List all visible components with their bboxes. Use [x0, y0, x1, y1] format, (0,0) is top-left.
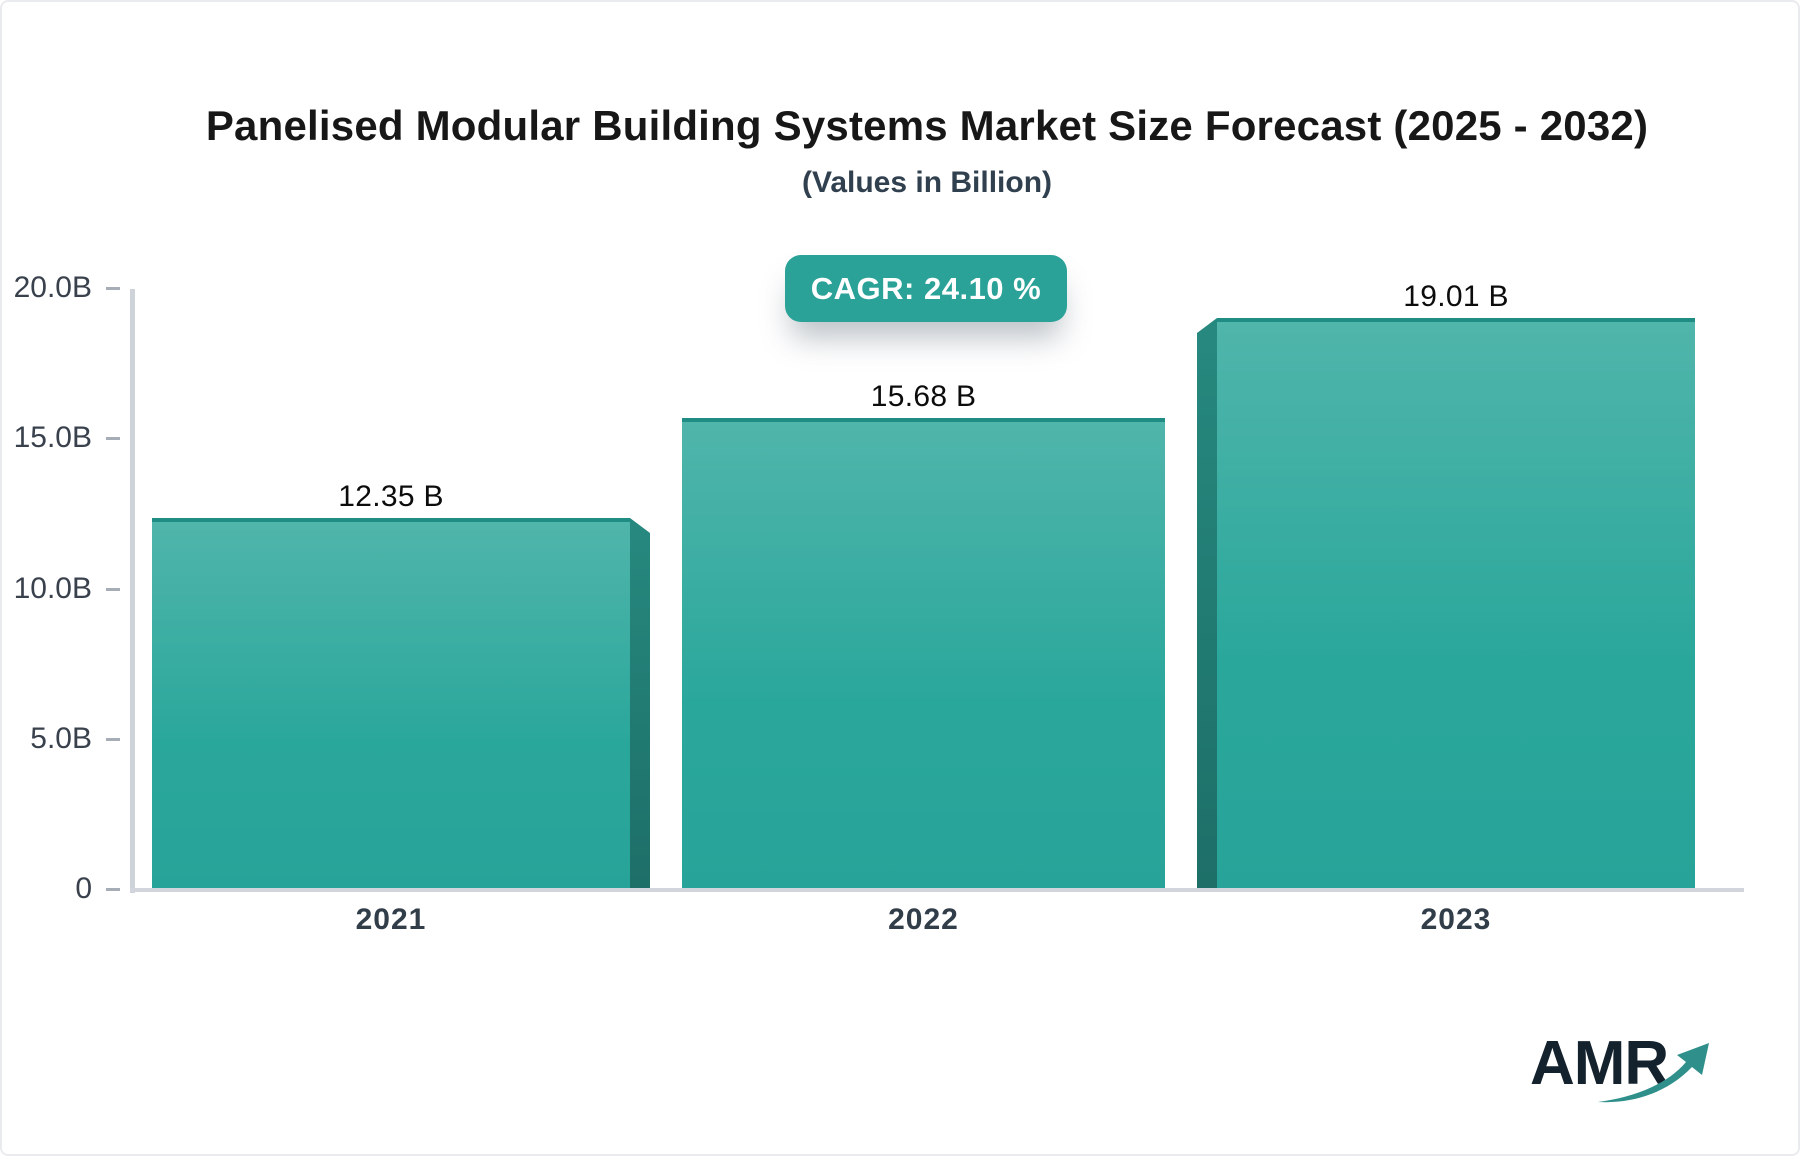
bar-value-label: 12.35 B [338, 480, 444, 513]
y-tick-label: 0 [75, 872, 92, 905]
y-tick-dash [106, 437, 120, 441]
x-axis-line [130, 888, 1744, 892]
y-tick-dash [106, 587, 120, 591]
y-tick-label: 10.0B [13, 571, 92, 605]
cagr-badge: CAGR: 24.10 % [785, 255, 1067, 322]
chart-subtitle: (Values in Billion) [801, 166, 1053, 199]
x-axis-label-2021: 2021 [355, 903, 427, 936]
bar-value-label: 15.68 B [870, 380, 977, 413]
x-axis-label-2023: 2023 [1420, 903, 1492, 936]
x-axis-label-2022: 2022 [888, 903, 959, 936]
bar-2022 [682, 418, 1165, 889]
growth-arrow-icon [1598, 1043, 1709, 1103]
y-tick-dash [106, 737, 120, 741]
y-axis-line [130, 289, 135, 893]
bar-2021 [152, 518, 630, 889]
bar-2023 [1217, 318, 1695, 889]
chart-title: Panelised Modular Building Systems Marke… [205, 102, 1649, 149]
bar-value-label: 19.01 B [1403, 280, 1509, 313]
bar-2021-side-face [630, 518, 650, 889]
y-tick-label: 15.0B [13, 421, 92, 455]
bar-2023-side-face [1197, 318, 1217, 889]
y-tick-dash [106, 287, 120, 290]
amr-logo: AMR [1530, 1028, 1730, 1118]
y-tick-label: 5.0B [30, 721, 92, 755]
y-tick-dash [106, 888, 120, 891]
amr-logo-text: AMR [1530, 1029, 1669, 1098]
y-tick-label: 20.0B [13, 271, 92, 304]
